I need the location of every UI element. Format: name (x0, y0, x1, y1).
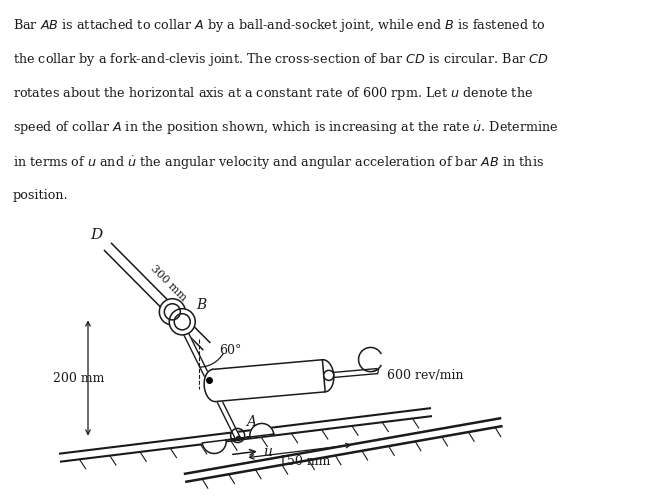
Polygon shape (204, 369, 219, 402)
Text: 300 mm: 300 mm (149, 263, 189, 303)
Circle shape (159, 299, 185, 325)
Text: 600 rev/min: 600 rev/min (387, 369, 463, 382)
Text: Bar $AB$ is attached to collar $A$ by a ball-and-socket joint, while end $B$ is : Bar $AB$ is attached to collar $A$ by a … (13, 17, 546, 34)
Text: B: B (196, 298, 206, 312)
Text: the collar by a fork-and-clevis joint. The cross-section of bar $CD$ is circular: the collar by a fork-and-clevis joint. T… (13, 51, 549, 68)
Text: rotates about the horizontal axis at a constant rate of 600 rpm. Let $u$ denote : rotates about the horizontal axis at a c… (13, 86, 533, 102)
Text: 60°: 60° (219, 344, 242, 357)
Text: 150 mm: 150 mm (279, 455, 330, 468)
Text: C: C (219, 377, 230, 392)
Text: D: D (90, 228, 102, 242)
Text: speed of collar $A$ in the position shown, which is increasing at the rate $\dot: speed of collar $A$ in the position show… (13, 120, 559, 138)
Text: position.: position. (13, 188, 69, 202)
Polygon shape (104, 243, 210, 350)
Text: in terms of $u$ and $\dot{u}$ the angular velocity and angular acceleration of b: in terms of $u$ and $\dot{u}$ the angula… (13, 154, 544, 172)
Text: 200 mm: 200 mm (53, 371, 104, 385)
Polygon shape (202, 423, 273, 454)
Text: A: A (246, 415, 256, 429)
Text: u: u (262, 445, 272, 459)
Circle shape (169, 308, 195, 335)
Circle shape (324, 370, 334, 381)
Polygon shape (176, 317, 240, 439)
Polygon shape (213, 360, 325, 402)
